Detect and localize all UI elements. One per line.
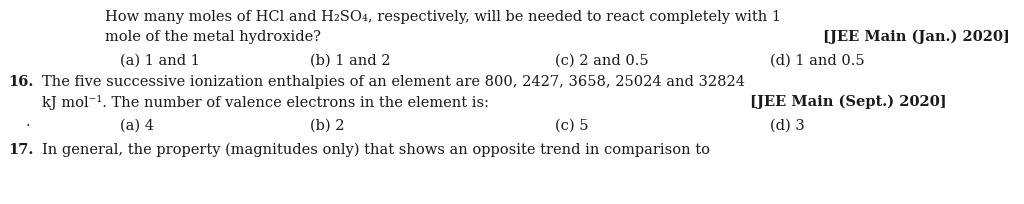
Text: kJ mol⁻¹. The number of valence electrons in the element is:: kJ mol⁻¹. The number of valence electron… xyxy=(42,94,489,110)
Text: (b) 2: (b) 2 xyxy=(310,118,344,132)
Text: How many moles of HCl and H₂SO₄, respectively, will be needed to react completel: How many moles of HCl and H₂SO₄, respect… xyxy=(105,10,781,24)
Text: (a) 4: (a) 4 xyxy=(120,118,154,132)
Text: (a) 1 and 1: (a) 1 and 1 xyxy=(120,54,200,68)
Text: [JEE Main (Sept.) 2020]: [JEE Main (Sept.) 2020] xyxy=(750,94,946,109)
Text: 17.: 17. xyxy=(8,142,34,156)
Text: (d) 3: (d) 3 xyxy=(770,118,805,132)
Text: In general, the property (magnitudes only) that shows an opposite trend in compa: In general, the property (magnitudes onl… xyxy=(42,142,710,157)
Text: mole of the metal hydroxide?: mole of the metal hydroxide? xyxy=(105,30,321,44)
Text: The five successive ionization enthalpies of an element are 800, 2427, 3658, 250: The five successive ionization enthalpie… xyxy=(42,75,745,89)
Text: (c) 5: (c) 5 xyxy=(555,118,589,132)
Text: [JEE Main (Jan.) 2020]: [JEE Main (Jan.) 2020] xyxy=(823,30,1010,44)
Text: (c) 2 and 0.5: (c) 2 and 0.5 xyxy=(555,54,648,68)
Text: ·: · xyxy=(26,118,31,132)
Text: (b) 1 and 2: (b) 1 and 2 xyxy=(310,54,390,68)
Text: 16.: 16. xyxy=(8,75,34,89)
Text: (d) 1 and 0.5: (d) 1 and 0.5 xyxy=(770,54,864,68)
